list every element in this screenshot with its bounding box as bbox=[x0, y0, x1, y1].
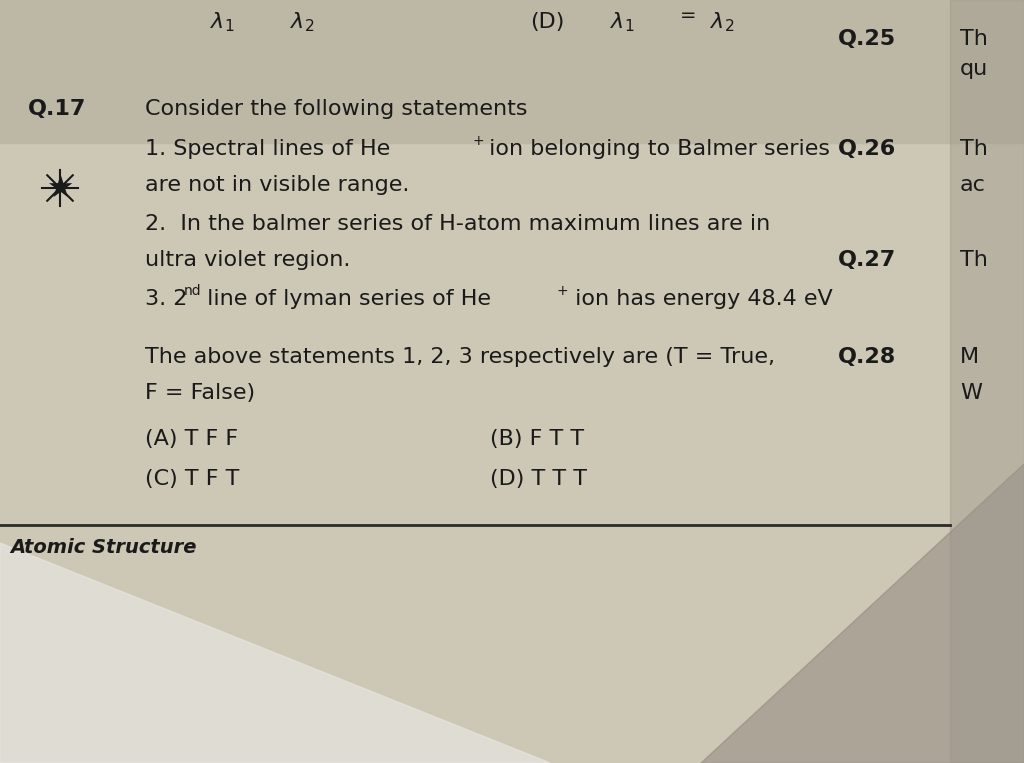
Bar bbox=[950, 0, 1024, 763]
Text: $\lambda_1$: $\lambda_1$ bbox=[210, 10, 234, 34]
Text: Th: Th bbox=[961, 250, 988, 270]
Bar bbox=[0, 0, 1024, 143]
Text: Consider the following statements: Consider the following statements bbox=[145, 99, 527, 119]
Text: Q.28: Q.28 bbox=[838, 347, 896, 367]
Text: $\lambda_2$: $\lambda_2$ bbox=[710, 10, 734, 34]
Text: M: M bbox=[961, 347, 979, 367]
Text: 3. 2: 3. 2 bbox=[145, 289, 187, 309]
Text: Th: Th bbox=[961, 29, 988, 49]
Text: =: = bbox=[680, 6, 696, 25]
Text: Q.17: Q.17 bbox=[28, 99, 86, 119]
Text: line of lyman series of He: line of lyman series of He bbox=[200, 289, 490, 309]
Text: The above statements 1, 2, 3 respectively are (T = True,: The above statements 1, 2, 3 respectivel… bbox=[145, 347, 775, 367]
Text: 1. Spectral lines of He: 1. Spectral lines of He bbox=[145, 139, 390, 159]
Text: (B) F T T: (B) F T T bbox=[490, 429, 584, 449]
Text: $\lambda_2$: $\lambda_2$ bbox=[290, 10, 314, 34]
Text: (D) T T T: (D) T T T bbox=[490, 469, 587, 489]
Text: ion has energy 48.4 eV: ion has energy 48.4 eV bbox=[568, 289, 833, 309]
Text: ★: ★ bbox=[46, 173, 74, 202]
Text: ac: ac bbox=[961, 175, 986, 195]
Text: +: + bbox=[472, 134, 483, 148]
Text: W: W bbox=[961, 383, 982, 403]
Text: F = False): F = False) bbox=[145, 383, 255, 403]
Text: (C) T F T: (C) T F T bbox=[145, 469, 240, 489]
Text: Th: Th bbox=[961, 139, 988, 159]
Text: ultra violet region.: ultra violet region. bbox=[145, 250, 350, 270]
Text: Q.25: Q.25 bbox=[838, 29, 896, 49]
Text: (D): (D) bbox=[530, 12, 564, 32]
Text: are not in visible range.: are not in visible range. bbox=[145, 175, 410, 195]
Text: qu: qu bbox=[961, 59, 988, 79]
Text: Q.26: Q.26 bbox=[838, 139, 896, 159]
Text: +: + bbox=[557, 284, 568, 298]
Polygon shape bbox=[0, 543, 550, 763]
Polygon shape bbox=[700, 463, 1024, 763]
Text: Q.27: Q.27 bbox=[838, 250, 896, 270]
Text: Atomic Structure: Atomic Structure bbox=[10, 538, 197, 557]
Text: ion belonging to Balmer series: ion belonging to Balmer series bbox=[482, 139, 830, 159]
Text: nd: nd bbox=[184, 284, 202, 298]
Text: (A) T F F: (A) T F F bbox=[145, 429, 239, 449]
Text: $\lambda_1$: $\lambda_1$ bbox=[610, 10, 635, 34]
Text: 2.  In the balmer series of H-atom maximum lines are in: 2. In the balmer series of H-atom maximu… bbox=[145, 214, 770, 234]
